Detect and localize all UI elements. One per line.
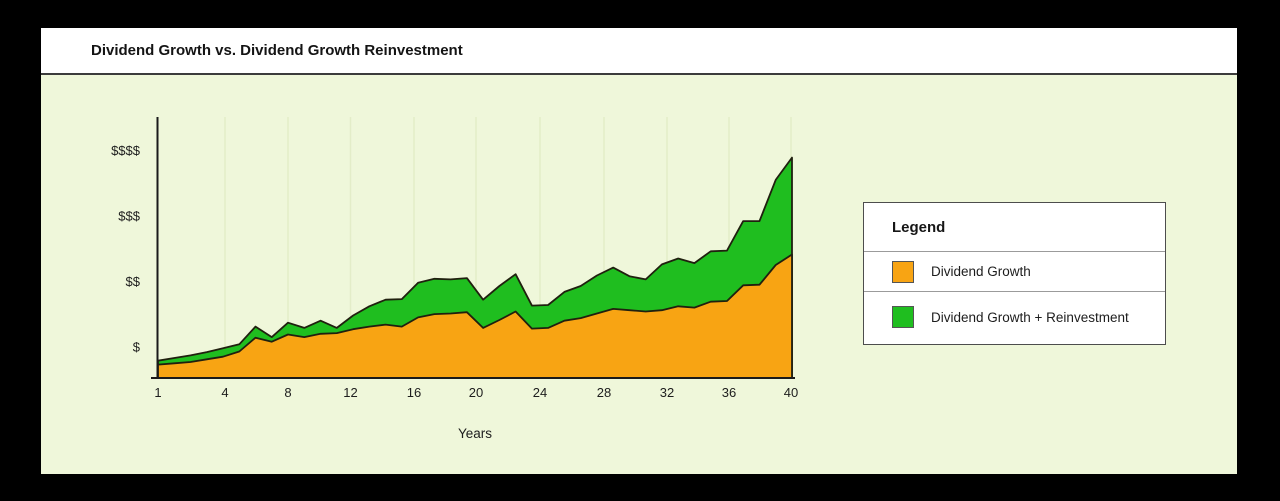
x-tick-label: 16 [407,385,421,400]
x-tick-label: 4 [221,385,228,400]
legend-item-dividend-growth-reinvestment: Dividend Growth + Reinvestment [864,292,1165,342]
card-header: Dividend Growth vs. Dividend Growth Rein… [41,28,1237,75]
y-tick-label: $$$ [118,208,140,223]
legend-item-label: Dividend Growth [931,264,1031,279]
series-area-dividend-growth [157,253,793,379]
legend-header: Legend [864,203,1165,252]
x-tick-label: 20 [469,385,483,400]
legend-swatch-dividend-growth [892,260,914,283]
x-tick-label: 1 [154,385,161,400]
x-tick-label: 12 [343,385,357,400]
legend-item-label: Dividend Growth + Reinvestment [931,309,1129,325]
chart-title: Dividend Growth vs. Dividend Growth Rein… [91,42,463,59]
chart-canvas: 1 4 8 12 16 20 24 28 32 36 40 $ $$ $$$ $$$$ Years Legen… [41,75,1237,474]
x-tick-label: 32 [660,385,674,400]
x-tick-label: 40 [784,385,798,400]
y-tick-label: $$ [126,274,141,289]
x-axis-title: Years [458,426,492,441]
chart-card: Dividend Growth vs. Dividend Growth Rein… [41,28,1237,474]
x-tick-label: 36 [722,385,736,400]
x-tick-label: 28 [597,385,611,400]
x-tick-label: 24 [533,385,547,400]
legend-box: Legend Dividend Growth Dividend Growth +… [863,202,1166,345]
legend-item-dividend-growth: Dividend Growth [864,252,1165,292]
legend-title: Legend [892,218,946,236]
y-tick-label: $ [133,339,141,354]
y-tick-label: $$$$ [111,143,141,158]
x-tick-label: 8 [284,385,291,400]
legend-swatch-dividend-growth-reinvestment [892,306,914,328]
area-chart: 1 4 8 12 16 20 24 28 32 36 40$$$$$$$$$$Years [111,117,798,441]
